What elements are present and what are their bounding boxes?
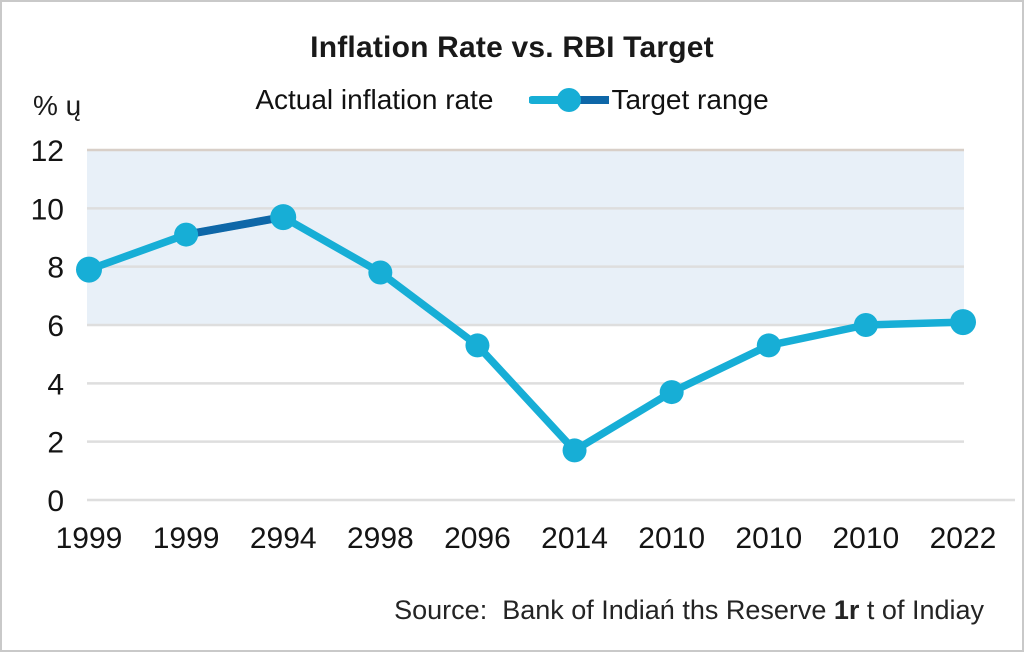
y-tick-label: 6	[47, 310, 64, 343]
y-tick-label: 8	[47, 252, 64, 285]
y-tick-label: 2	[47, 427, 64, 460]
source-note: Source: Bank of Indiań ths Reserve 1r t …	[394, 595, 984, 626]
x-tick-label: 1999	[56, 522, 123, 555]
data-point	[659, 380, 684, 405]
x-tick-label: 2022	[930, 522, 997, 555]
data-point	[174, 222, 199, 247]
x-tick-label: 2994	[250, 522, 317, 555]
data-point	[270, 204, 297, 231]
x-tick-label: 2014	[541, 522, 608, 555]
source-text-suffix: t of Indiay	[859, 595, 984, 625]
y-axis-unit-label: % ų	[33, 90, 82, 121]
data-point	[76, 256, 102, 283]
data-point	[368, 260, 393, 285]
y-tick-label: 0	[47, 485, 64, 518]
y-tick-label: 4	[47, 368, 64, 401]
x-tick-label: 2998	[347, 522, 414, 555]
x-tick-label: 2010	[735, 522, 802, 555]
target-range-segment	[182, 213, 288, 239]
x-tick-label: 1999	[153, 522, 220, 555]
data-point	[465, 333, 490, 358]
x-tick-label: 2010	[638, 522, 705, 555]
legend: Actual inflation rate Target range	[2, 84, 1022, 116]
source-text-bold: 1r	[833, 595, 860, 625]
chart-title: Inflation Rate vs. RBI Target	[310, 31, 714, 64]
legend-actual-label: Actual inflation rate	[255, 84, 494, 115]
x-tick-label: 2096	[444, 522, 511, 555]
y-tick-label: 10	[31, 193, 64, 226]
data-point	[562, 438, 587, 463]
legend-line-marker-icon	[529, 88, 610, 112]
data-point	[853, 313, 878, 337]
legend-target-label: Target range	[611, 84, 769, 115]
y-tick-label: 12	[31, 135, 64, 168]
data-point	[756, 333, 781, 358]
target-range-band	[87, 150, 964, 325]
source-text-prefix: Source: Bank of Indiań ths Reserve	[394, 595, 834, 625]
x-tick-label: 2010	[833, 522, 900, 555]
data-point	[950, 309, 976, 336]
